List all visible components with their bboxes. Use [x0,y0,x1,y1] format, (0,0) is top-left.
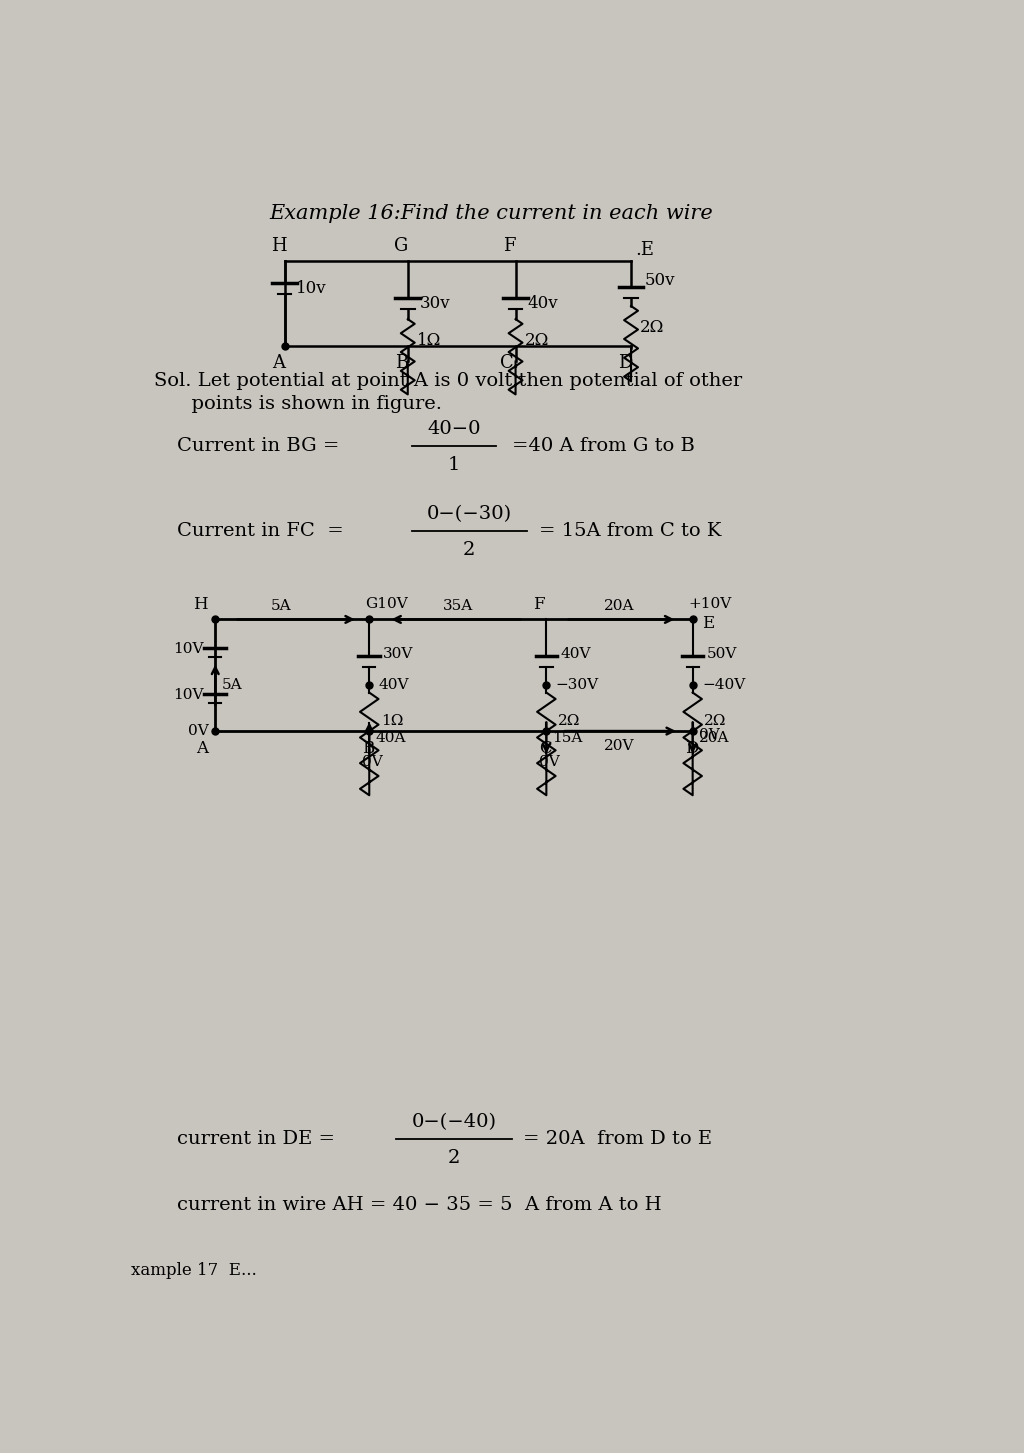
Text: Current in BG =: Current in BG = [177,437,339,455]
Text: 2Ω: 2Ω [524,331,549,349]
Text: 50v: 50v [645,272,676,289]
Text: = 20A  from D to E: = 20A from D to E [523,1130,713,1148]
Text: 40A: 40A [376,731,406,745]
Text: B: B [395,355,409,372]
Text: 2Ω: 2Ω [705,715,727,728]
Text: Sol. Let potential at point A is 0 volt then potential of other: Sol. Let potential at point A is 0 volt … [154,372,741,389]
Text: 2: 2 [447,1149,460,1167]
Text: 10V: 10V [173,642,204,655]
Text: D: D [617,355,632,372]
Text: D: D [685,740,698,757]
Text: xample 17  E...: xample 17 E... [131,1261,256,1279]
Text: =40 A from G to B: =40 A from G to B [512,437,694,455]
Text: 2: 2 [463,541,475,559]
Text: 50V: 50V [707,647,737,661]
Text: 40−0: 40−0 [427,420,480,439]
Text: G: G [394,237,409,254]
Text: 2Ω: 2Ω [558,715,581,728]
Text: F: F [503,237,516,254]
Text: 0V: 0V [361,756,382,769]
Text: 15A: 15A [553,731,583,745]
Text: current in DE =: current in DE = [177,1130,335,1148]
Text: 0−(−30): 0−(−30) [427,506,512,523]
Text: 0V: 0V [698,728,720,742]
Text: E: E [701,615,714,632]
Text: −40V: −40V [701,679,745,692]
Text: 1Ω: 1Ω [381,715,403,728]
Text: 10v: 10v [296,280,327,296]
Text: +10V: +10V [689,597,732,612]
Text: A: A [272,355,285,372]
Text: 1: 1 [447,456,460,475]
Text: 2Ω: 2Ω [640,318,665,336]
Text: 20A: 20A [604,599,635,613]
Text: 0−(−40): 0−(−40) [412,1113,497,1132]
Text: 30v: 30v [419,295,450,312]
Text: 5A: 5A [270,599,291,613]
Text: 40v: 40v [527,295,558,312]
Text: B: B [361,740,374,757]
Text: current in wire AH = 40 − 35 = 5  A from A to H: current in wire AH = 40 − 35 = 5 A from … [177,1196,662,1213]
Text: Example 16:Find the current in each wire: Example 16:Find the current in each wire [269,203,713,222]
Text: = 15A from C to K: = 15A from C to K [539,522,721,541]
Text: F: F [532,596,545,613]
Text: 40V: 40V [560,647,591,661]
Text: 20A: 20A [698,731,729,745]
Text: 0V: 0V [539,756,559,769]
Text: 10V: 10V [173,687,204,702]
Text: H: H [193,596,207,613]
Text: 20V: 20V [604,740,635,754]
Text: .E: .E [635,241,654,259]
Text: Current in FC  =: Current in FC = [177,522,343,541]
Text: 1Ω: 1Ω [417,331,441,349]
Text: A: A [196,740,208,757]
Text: 5A: 5A [221,679,242,692]
Text: G10V: G10V [366,597,409,612]
Text: C: C [539,740,551,757]
Text: C.: C. [500,355,519,372]
Text: points is shown in figure.: points is shown in figure. [154,395,441,413]
Text: 35A: 35A [442,599,473,613]
Text: 40V: 40V [379,679,409,692]
Text: −30V: −30V [556,679,599,692]
Text: 0V: 0V [188,724,209,738]
Text: H: H [270,237,287,254]
Text: 30V: 30V [383,647,414,661]
